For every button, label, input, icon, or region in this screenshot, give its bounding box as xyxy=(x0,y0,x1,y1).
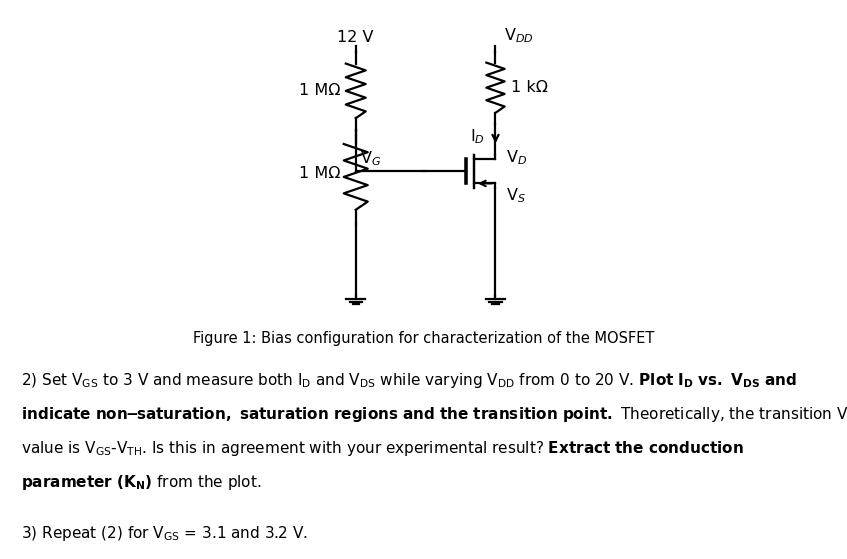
Text: I$_D$: I$_D$ xyxy=(470,127,485,146)
Text: 1 kΩ: 1 kΩ xyxy=(511,80,548,95)
Text: 3) Repeat (2) for V$_{\mathregular{GS}}$ = 3.1 and 3.2 V.: 3) Repeat (2) for V$_{\mathregular{GS}}$… xyxy=(21,524,308,543)
Text: V$_D$: V$_D$ xyxy=(506,149,527,167)
Text: V$_{DD}$: V$_{DD}$ xyxy=(504,27,534,45)
Text: V$_S$: V$_S$ xyxy=(506,187,525,205)
Text: 2) Set V$_{\mathregular{GS}}$ to 3 V and measure both I$_{\mathregular{D}}$ and : 2) Set V$_{\mathregular{GS}}$ to 3 V and… xyxy=(21,371,797,390)
Text: $\bf{indicate\ non\!\!-\!\!saturation,\ saturation\ regions\ and\ the\ transitio: $\bf{indicate\ non\!\!-\!\!saturation,\ … xyxy=(21,405,847,424)
Text: V$_G$: V$_G$ xyxy=(360,149,381,168)
Text: value is V$_{\mathregular{GS}}$-V$_{\mathregular{TH}}$. Is this in agreement wit: value is V$_{\mathregular{GS}}$-V$_{\mat… xyxy=(21,439,744,458)
Text: 1 MΩ: 1 MΩ xyxy=(299,83,340,98)
Text: Figure 1: Bias configuration for characterization of the MOSFET: Figure 1: Bias configuration for charact… xyxy=(193,331,654,346)
Text: 12 V: 12 V xyxy=(337,31,374,45)
Text: $\bf{parameter\ (K_N)}$ from the plot.: $\bf{parameter\ (K_N)}$ from the plot. xyxy=(21,473,262,492)
Text: 1 MΩ: 1 MΩ xyxy=(299,166,340,181)
